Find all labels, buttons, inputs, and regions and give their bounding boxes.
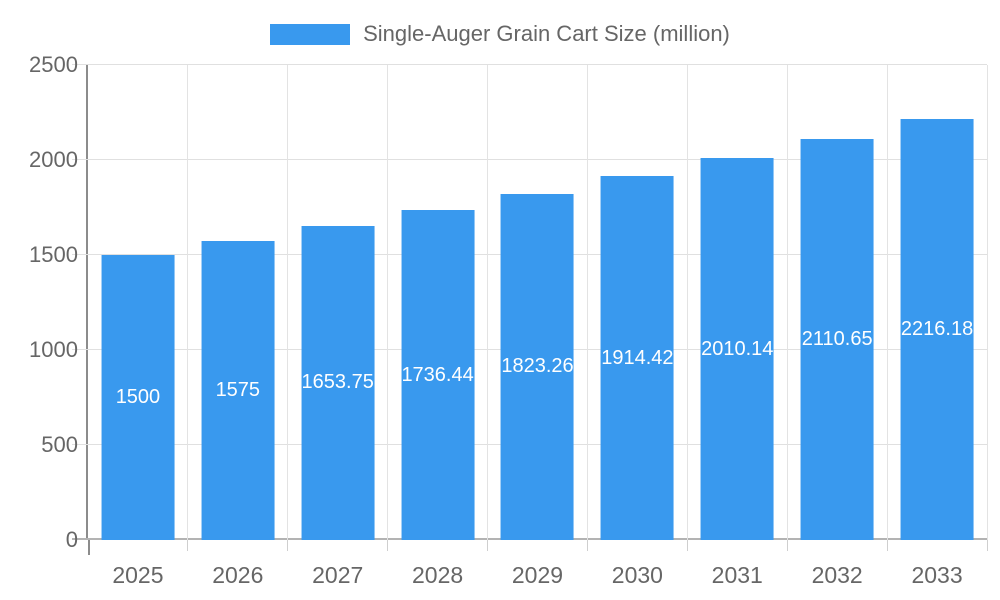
gridline-v (487, 65, 489, 540)
bar-slot: 2216.18 2033 (887, 65, 987, 588)
x-axis-tick-label: 2025 (112, 562, 164, 588)
bar-slot: 1575 2026 (188, 65, 288, 588)
gridline-v (287, 65, 289, 540)
y-axis-tick-label: 2000 (29, 147, 78, 172)
x-axis-tick (986, 540, 988, 551)
x-axis-tick (586, 540, 588, 551)
legend-label: Single-Auger Grain Cart Size (million) (363, 21, 730, 46)
x-axis-tick (387, 540, 389, 551)
gridline-v (986, 65, 988, 540)
y-axis-tick-label: 0 (65, 527, 78, 552)
y-axis-tick-label: 1000 (29, 337, 78, 362)
x-axis-tick (686, 540, 688, 551)
bar-slot: 1823.26 2029 (488, 65, 588, 588)
plot-area: 0 500 1000 1500 2000 2500 1500 2025 1575 2026 1653… (29, 54, 988, 588)
x-axis-tick-label: 2031 (711, 562, 763, 588)
y-axis-tick-label: 2500 (29, 52, 78, 77)
x-axis-tick (87, 540, 90, 555)
bar[interactable]: 1500 (101, 255, 175, 540)
bar-slot: 1736.44 2028 (388, 65, 488, 588)
bar[interactable]: 1914.42 (600, 176, 674, 540)
gridline-v (586, 65, 588, 540)
bar[interactable]: 1653.75 (301, 225, 375, 540)
bar[interactable]: 2216.18 (900, 118, 974, 540)
x-axis-tick-label: 2030 (611, 562, 663, 588)
bar[interactable]: 1823.26 (501, 193, 574, 540)
bar-value-label: 2010.14 (701, 337, 774, 360)
bar-value-label: 1500 (115, 386, 161, 408)
chart-legend[interactable]: Single-Auger Grain Cart Size (million) (0, 21, 1000, 47)
bar-slot: 1653.75 2027 (288, 65, 388, 588)
bar-value-label: 2110.65 (801, 327, 873, 350)
x-axis-tick-label: 2029 (511, 562, 564, 588)
gridline-v (786, 65, 788, 540)
x-axis-tick (886, 540, 888, 551)
bar[interactable]: 1736.44 (401, 210, 475, 540)
x-axis-tick-label: 2033 (911, 562, 963, 588)
gridline-v (686, 65, 688, 540)
x-axis-tick-label: 2027 (312, 562, 364, 588)
gridline-h (72, 64, 987, 65)
bar[interactable]: 2110.65 (800, 138, 874, 540)
gridline-v (886, 65, 888, 540)
bar-value-label: 1653.75 (301, 371, 374, 394)
bar-value-label: 2216.18 (900, 317, 974, 340)
gridline-h (72, 159, 987, 160)
x-axis-tick-label: 2032 (811, 562, 863, 588)
bar[interactable]: 1575 (201, 240, 275, 540)
bar[interactable]: 2010.14 (700, 158, 774, 540)
bar-value-label: 1914.42 (601, 346, 674, 369)
x-axis-tick (187, 540, 189, 551)
bar-slot: 2110.65 2032 (787, 65, 887, 588)
bar-value-label: 1823.26 (501, 355, 574, 378)
y-axis-tick-label: 500 (41, 432, 78, 457)
bar-slot: 2010.14 2031 (687, 65, 787, 588)
x-axis-tick (287, 540, 289, 551)
x-axis-tick-label: 2028 (412, 562, 464, 588)
x-axis-tick-label: 2026 (212, 562, 264, 588)
gridline-v (187, 65, 189, 540)
bar-value-label: 1575 (215, 378, 261, 401)
legend-swatch (270, 23, 351, 45)
y-axis-tick-label: 1500 (29, 242, 78, 267)
bar-slot: 1914.42 2030 (587, 65, 687, 588)
bar-value-label: 1736.44 (401, 363, 474, 386)
gridline-v (387, 65, 389, 540)
x-axis-tick (786, 540, 788, 551)
x-axis-tick (487, 540, 489, 551)
bar-slot: 1500 2025 (88, 65, 188, 588)
